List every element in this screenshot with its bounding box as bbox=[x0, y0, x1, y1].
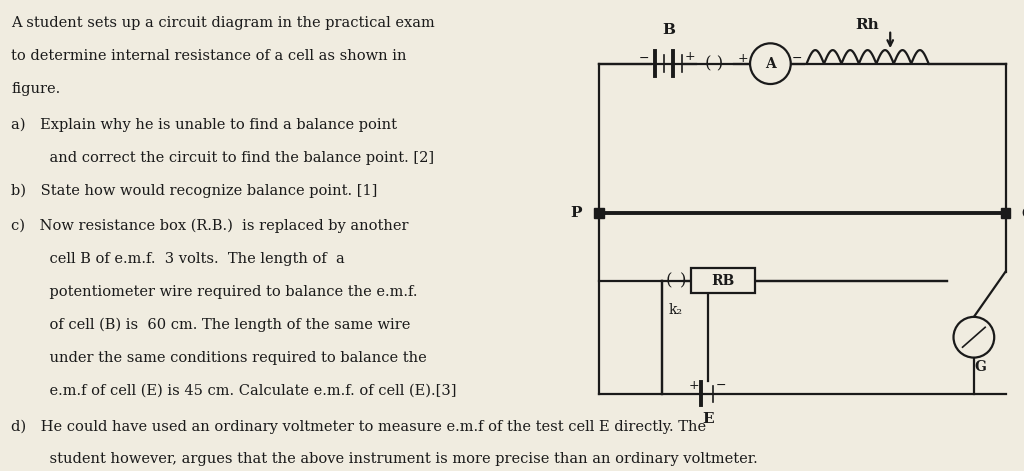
Text: a) Explain why he is unable to find a balance point: a) Explain why he is unable to find a ba… bbox=[11, 118, 397, 132]
Text: E: E bbox=[702, 412, 714, 426]
Text: k₂: k₂ bbox=[669, 303, 683, 317]
Text: to determine internal resistance of a cell as shown in: to determine internal resistance of a ce… bbox=[11, 49, 407, 64]
Text: under the same conditions required to balance the: under the same conditions required to ba… bbox=[11, 351, 427, 365]
Text: Rh: Rh bbox=[856, 18, 880, 32]
Text: P: P bbox=[570, 206, 582, 220]
Text: ): ) bbox=[680, 272, 687, 289]
Text: Q: Q bbox=[1022, 206, 1024, 220]
Text: −: − bbox=[639, 52, 649, 65]
Bar bbox=[691, 268, 755, 293]
Text: A: A bbox=[765, 57, 776, 71]
Text: −: − bbox=[792, 52, 802, 65]
Text: RB: RB bbox=[712, 274, 734, 288]
Text: e.m.f of cell (E) is 45 cm. Calculate e.m.f. of cell (E).[3]: e.m.f of cell (E) is 45 cm. Calculate e.… bbox=[11, 384, 457, 398]
Text: potentiometer wire required to balance the e.m.f.: potentiometer wire required to balance t… bbox=[11, 285, 418, 299]
Text: cell B of e.m.f.  3 volts.  The length of  a: cell B of e.m.f. 3 volts. The length of … bbox=[11, 252, 345, 266]
Text: +: + bbox=[688, 379, 699, 392]
Text: +: + bbox=[738, 52, 749, 65]
Text: G: G bbox=[975, 360, 986, 374]
Text: b) State how would recognize balance point. [1]: b) State how would recognize balance poi… bbox=[11, 184, 378, 198]
Text: ( ): ( ) bbox=[705, 55, 723, 72]
Text: +: + bbox=[685, 50, 695, 64]
Bar bbox=[594, 208, 603, 218]
Text: −: − bbox=[716, 379, 726, 392]
Text: figure.: figure. bbox=[11, 82, 60, 97]
Circle shape bbox=[750, 43, 791, 84]
Text: c) Now resistance box (R.B.)  is replaced by another: c) Now resistance box (R.B.) is replaced… bbox=[11, 219, 409, 234]
Bar bbox=[1000, 208, 1011, 218]
Circle shape bbox=[953, 317, 994, 357]
Text: student however, argues that the above instrument is more precise than an ordina: student however, argues that the above i… bbox=[11, 452, 758, 466]
Text: d) He could have used an ordinary voltmeter to measure e.m.f of the test cell E : d) He could have used an ordinary voltme… bbox=[11, 419, 707, 434]
Text: of cell (B) is  60 cm. The length of the same wire: of cell (B) is 60 cm. The length of the … bbox=[11, 318, 411, 333]
Text: and correct the circuit to find the balance point. [2]: and correct the circuit to find the bala… bbox=[11, 151, 434, 165]
Text: B: B bbox=[663, 23, 675, 37]
Text: A student sets up a circuit diagram in the practical exam: A student sets up a circuit diagram in t… bbox=[11, 16, 435, 31]
Text: (: ( bbox=[666, 272, 672, 289]
